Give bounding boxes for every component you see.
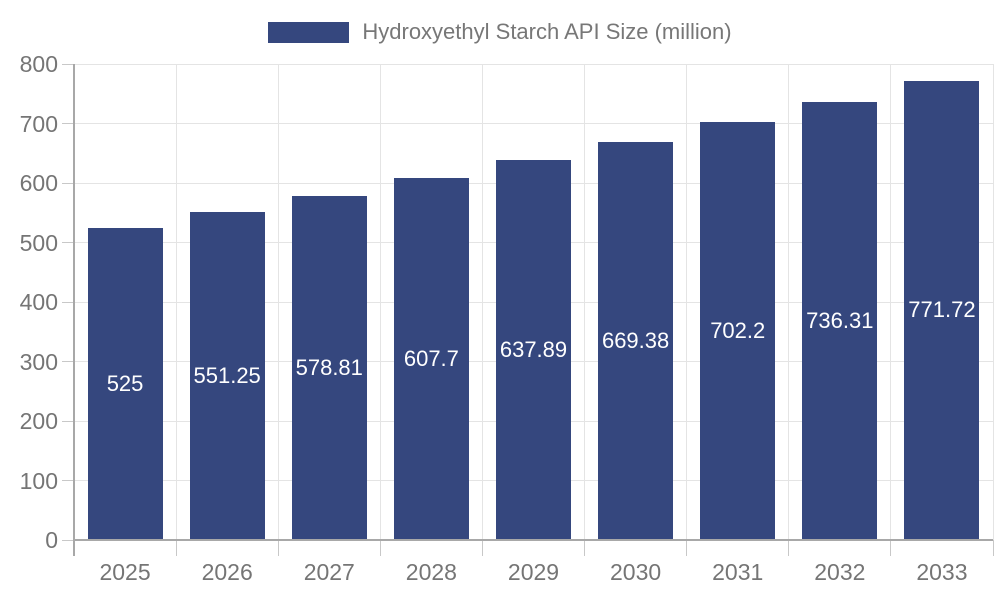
bar-value-label: 607.7 <box>403 346 459 372</box>
x-axis-tick-label: 2026 <box>201 559 253 585</box>
y-axis-tick-label: 600 <box>19 170 58 196</box>
x-gridline <box>481 64 483 540</box>
x-tick-mark <box>379 540 381 556</box>
bar[interactable]: 637.89 <box>496 160 571 540</box>
x-gridline <box>992 64 994 540</box>
x-tick-mark <box>277 540 279 556</box>
x-tick-mark <box>890 540 892 556</box>
x-axis-tick-label: 2025 <box>99 559 151 585</box>
bar[interactable]: 551.25 <box>189 212 265 540</box>
y-axis-tick-label: 800 <box>19 51 58 77</box>
x-axis-tick-label: 2032 <box>814 559 866 585</box>
y-axis-tick-label: 400 <box>19 289 58 315</box>
x-gridline <box>686 64 688 540</box>
y-axis-tick-label: 100 <box>19 467 58 494</box>
bar-value-label: 736.31 <box>806 307 874 333</box>
x-gridline <box>379 64 381 540</box>
bar[interactable]: 578.81 <box>291 195 367 540</box>
y-tick-mark <box>62 63 74 65</box>
x-gridline <box>788 64 790 540</box>
y-axis-tick-label: 300 <box>19 348 58 375</box>
y-axis-tick-label: 0 <box>45 527 58 553</box>
y-tick-mark <box>62 539 74 541</box>
x-tick-mark <box>788 540 790 556</box>
x-tick-mark <box>992 540 994 556</box>
y-tick-mark <box>62 420 74 422</box>
y-tick-mark <box>62 182 74 184</box>
x-tick-mark <box>481 540 483 556</box>
chart-legend[interactable]: Hydroxyethyl Starch API Size (million) <box>0 19 1000 45</box>
x-tick-mark <box>584 540 586 556</box>
y-tick-mark <box>62 242 74 243</box>
y-tick-mark <box>62 361 74 362</box>
y-axis-tick-label: 200 <box>19 408 58 434</box>
bar[interactable]: 736.31 <box>802 101 878 540</box>
x-axis-line <box>74 539 993 541</box>
bar-value-label: 637.89 <box>499 337 568 363</box>
bar-value-label: 578.81 <box>295 354 363 380</box>
bar-value-label: 669.38 <box>601 327 670 353</box>
x-tick-mark <box>175 540 177 556</box>
bar-value-label: 525 <box>106 370 144 396</box>
bar[interactable]: 702.2 <box>700 122 776 540</box>
x-axis-tick-label: 2030 <box>610 559 662 585</box>
legend-label: Hydroxyethyl Starch API Size (million) <box>362 19 732 44</box>
bar[interactable]: 525 <box>87 227 163 540</box>
y-gridline <box>74 63 993 65</box>
bar[interactable]: 607.7 <box>393 178 469 540</box>
x-axis-tick-label: 2028 <box>405 559 457 585</box>
x-axis-tick-label: 2031 <box>712 559 764 585</box>
bar-value-label: 702.2 <box>710 318 766 344</box>
bar[interactable]: 669.38 <box>598 141 674 540</box>
y-tick-mark <box>62 480 74 481</box>
bar[interactable]: 771.72 <box>904 80 980 540</box>
x-axis-tick-label: 2027 <box>303 559 355 585</box>
y-axis-tick-label: 500 <box>19 229 58 256</box>
x-gridline <box>584 64 586 540</box>
x-axis-tick-label: 2033 <box>916 559 968 585</box>
x-axis-tick-label: 2029 <box>507 559 560 585</box>
x-gridline <box>890 64 892 540</box>
bar-value-label: 771.72 <box>908 297 976 323</box>
x-tick-mark <box>686 540 688 556</box>
y-tick-mark <box>62 123 74 124</box>
legend-swatch-icon <box>268 21 350 43</box>
x-gridline <box>277 64 279 540</box>
y-axis-tick-label: 700 <box>19 110 58 137</box>
y-tick-mark <box>62 301 74 303</box>
x-gridline <box>175 64 177 540</box>
bar-value-label: 551.25 <box>193 362 261 388</box>
y-axis-line <box>73 64 75 556</box>
y-gridline <box>74 123 993 124</box>
